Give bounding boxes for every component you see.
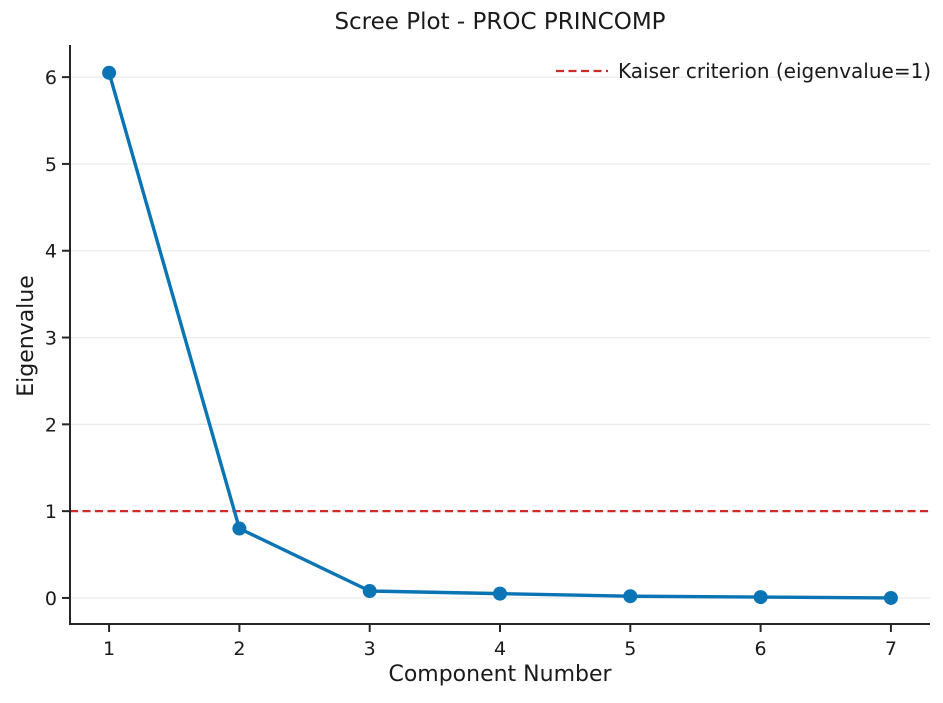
y-tick-label: 6 — [45, 67, 57, 89]
y-tick-label: 2 — [45, 414, 57, 436]
eigenvalue-line — [107, 71, 893, 600]
data-point-marker — [493, 586, 507, 601]
x-tick-label: 4 — [494, 638, 506, 660]
data-point-marker — [883, 590, 898, 605]
y-tick-label: 3 — [45, 328, 57, 350]
legend-kaiser-label: Kaiser criterion (eigenvalue=1) — [618, 59, 932, 83]
y-tick-label: 5 — [45, 154, 57, 176]
x-tick-label: 3 — [364, 638, 376, 660]
x-tick-label: 1 — [103, 638, 115, 660]
x-axis-label: Component Number — [388, 662, 612, 687]
x-tick-label: 2 — [233, 638, 245, 660]
data-point-marker — [753, 590, 768, 605]
y-tick-label: 0 — [45, 588, 57, 610]
x-tick-label: 6 — [755, 638, 767, 660]
y-tick-label: 4 — [45, 241, 57, 263]
data-point-marker — [102, 65, 117, 80]
y-axis-label: Eigenvalue — [14, 275, 39, 397]
y-tick-label: 1 — [45, 501, 57, 523]
x-tick-label: 7 — [885, 638, 897, 660]
data-point-marker — [232, 521, 247, 536]
data-point-marker — [362, 584, 377, 599]
data-point-marker — [623, 589, 638, 604]
chart-title: Scree Plot - PROC PRINCOMP — [334, 9, 666, 35]
x-tick-label: 5 — [624, 638, 636, 660]
